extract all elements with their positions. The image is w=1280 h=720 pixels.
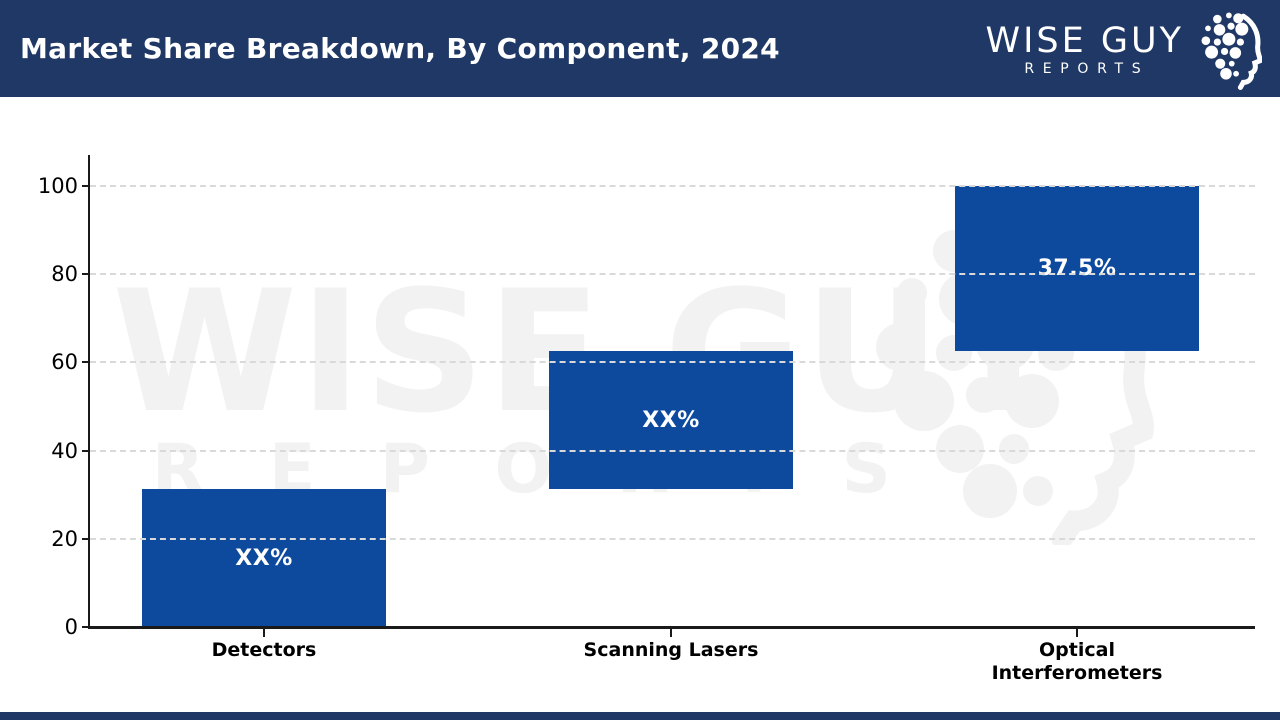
x-tick-label-3: Optical Interferometers	[991, 639, 1163, 684]
x-tick-label-2: Scanning Lasers	[583, 639, 759, 661]
y-tickmark-40	[82, 449, 90, 452]
gridline-80	[90, 273, 1255, 276]
y-tick-label-80: 80	[51, 262, 78, 287]
header-bar: Market Share Breakdown, By Component, 20…	[0, 0, 1280, 97]
x-tickmark-3	[1076, 629, 1078, 637]
logo-wordmark: WISE GUY REPORTS	[985, 23, 1184, 77]
y-tickmark-20	[82, 537, 90, 540]
y-tickmark-80	[82, 273, 90, 276]
gridline-20	[90, 537, 1255, 540]
bar-scanning-lasers: XX%	[549, 351, 793, 490]
logo-face-icon	[1201, 12, 1262, 90]
y-axis-spine	[88, 155, 90, 627]
footer-bar	[0, 712, 1280, 720]
y-tick-label-20: 20	[51, 526, 78, 551]
bar-value-label: XX%	[642, 407, 700, 433]
x-axis-spine	[88, 626, 1255, 629]
y-tickmark-100	[82, 185, 90, 187]
bar-detectors: XX%	[142, 489, 386, 627]
y-tick-label-100: 100	[37, 174, 78, 198]
bar-value-label: 37.5%	[1037, 256, 1117, 282]
logo-line2: REPORTS	[1024, 60, 1150, 77]
chart-title: Market Share Breakdown, By Component, 20…	[20, 32, 780, 65]
y-tick-label-0: 0	[64, 615, 78, 639]
bar-optical-interferometers: 37.5%	[955, 186, 1199, 352]
x-tickmark-2	[670, 629, 672, 637]
y-tickmark-0	[82, 626, 90, 628]
y-tickmark-60	[82, 361, 90, 364]
x-tick-label-1: Detectors	[211, 639, 317, 661]
gridline-100	[90, 185, 1255, 187]
y-tick-label-40: 40	[51, 438, 78, 463]
bar-value-label: XX%	[235, 545, 293, 571]
wise-guy-reports-logo: WISE GUY REPORTS	[985, 8, 1262, 92]
logo-line1: WISE GUY	[985, 21, 1184, 62]
y-tick-label-60: 60	[51, 350, 78, 375]
gridline-40	[90, 449, 1255, 452]
x-tickmark-1	[263, 629, 265, 637]
gridline-60	[90, 361, 1255, 364]
